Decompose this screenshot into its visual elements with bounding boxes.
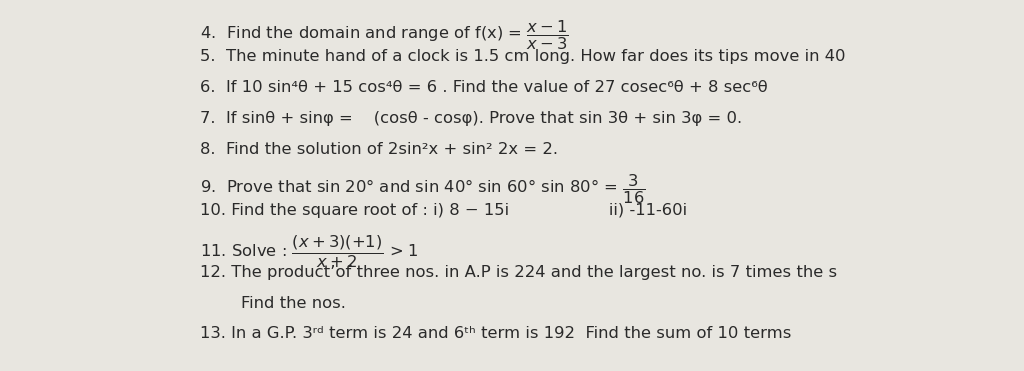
Text: 6.  If 10 sin⁴θ + 15 cos⁴θ = 6 . Find the value of 27 cosec⁶θ + 8 sec⁶θ: 6. If 10 sin⁴θ + 15 cos⁴θ = 6 . Find the…	[200, 80, 767, 95]
Text: 11. Solve : $\dfrac{(x+3)(+1)}{x+2}$ > 1: 11. Solve : $\dfrac{(x+3)(+1)}{x+2}$ > 1	[200, 234, 419, 270]
Text: 7.  If sinθ + sinφ =    (cosθ - cosφ). Prove that sin 3θ + sin 3φ = 0.: 7. If sinθ + sinφ = (cosθ - cosφ). Prove…	[200, 111, 741, 126]
Text: 9.  Prove that sin 20° and sin 40° sin 60° sin 80° = $\dfrac{3}{16}$: 9. Prove that sin 20° and sin 40° sin 60…	[200, 173, 645, 206]
Text: 12. The product’of three nos. in A.P is 224 and the largest no. is 7 times the s: 12. The product’of three nos. in A.P is …	[200, 265, 837, 280]
Text: 5.  The minute hand of a clock is 1.5 cm long. How far does its tips move in 40: 5. The minute hand of a clock is 1.5 cm …	[200, 49, 845, 64]
Text: 4.  Find the domain and range of f(x) = $\dfrac{x-1}{x-3}$: 4. Find the domain and range of f(x) = $…	[200, 19, 568, 52]
Text: 10. Find the square root of : i) 8 − 15i                   ii) -11-60i: 10. Find the square root of : i) 8 − 15i…	[200, 203, 687, 218]
Text: 8.  Find the solution of 2sin²x + sin² 2x = 2.: 8. Find the solution of 2sin²x + sin² 2x…	[200, 142, 558, 157]
Text: Find the nos.: Find the nos.	[241, 296, 345, 311]
Text: 13. In a G.P. 3ʳᵈ term is 24 and 6ᵗʰ term is 192  Find the sum of 10 terms: 13. In a G.P. 3ʳᵈ term is 24 and 6ᵗʰ ter…	[200, 326, 792, 341]
